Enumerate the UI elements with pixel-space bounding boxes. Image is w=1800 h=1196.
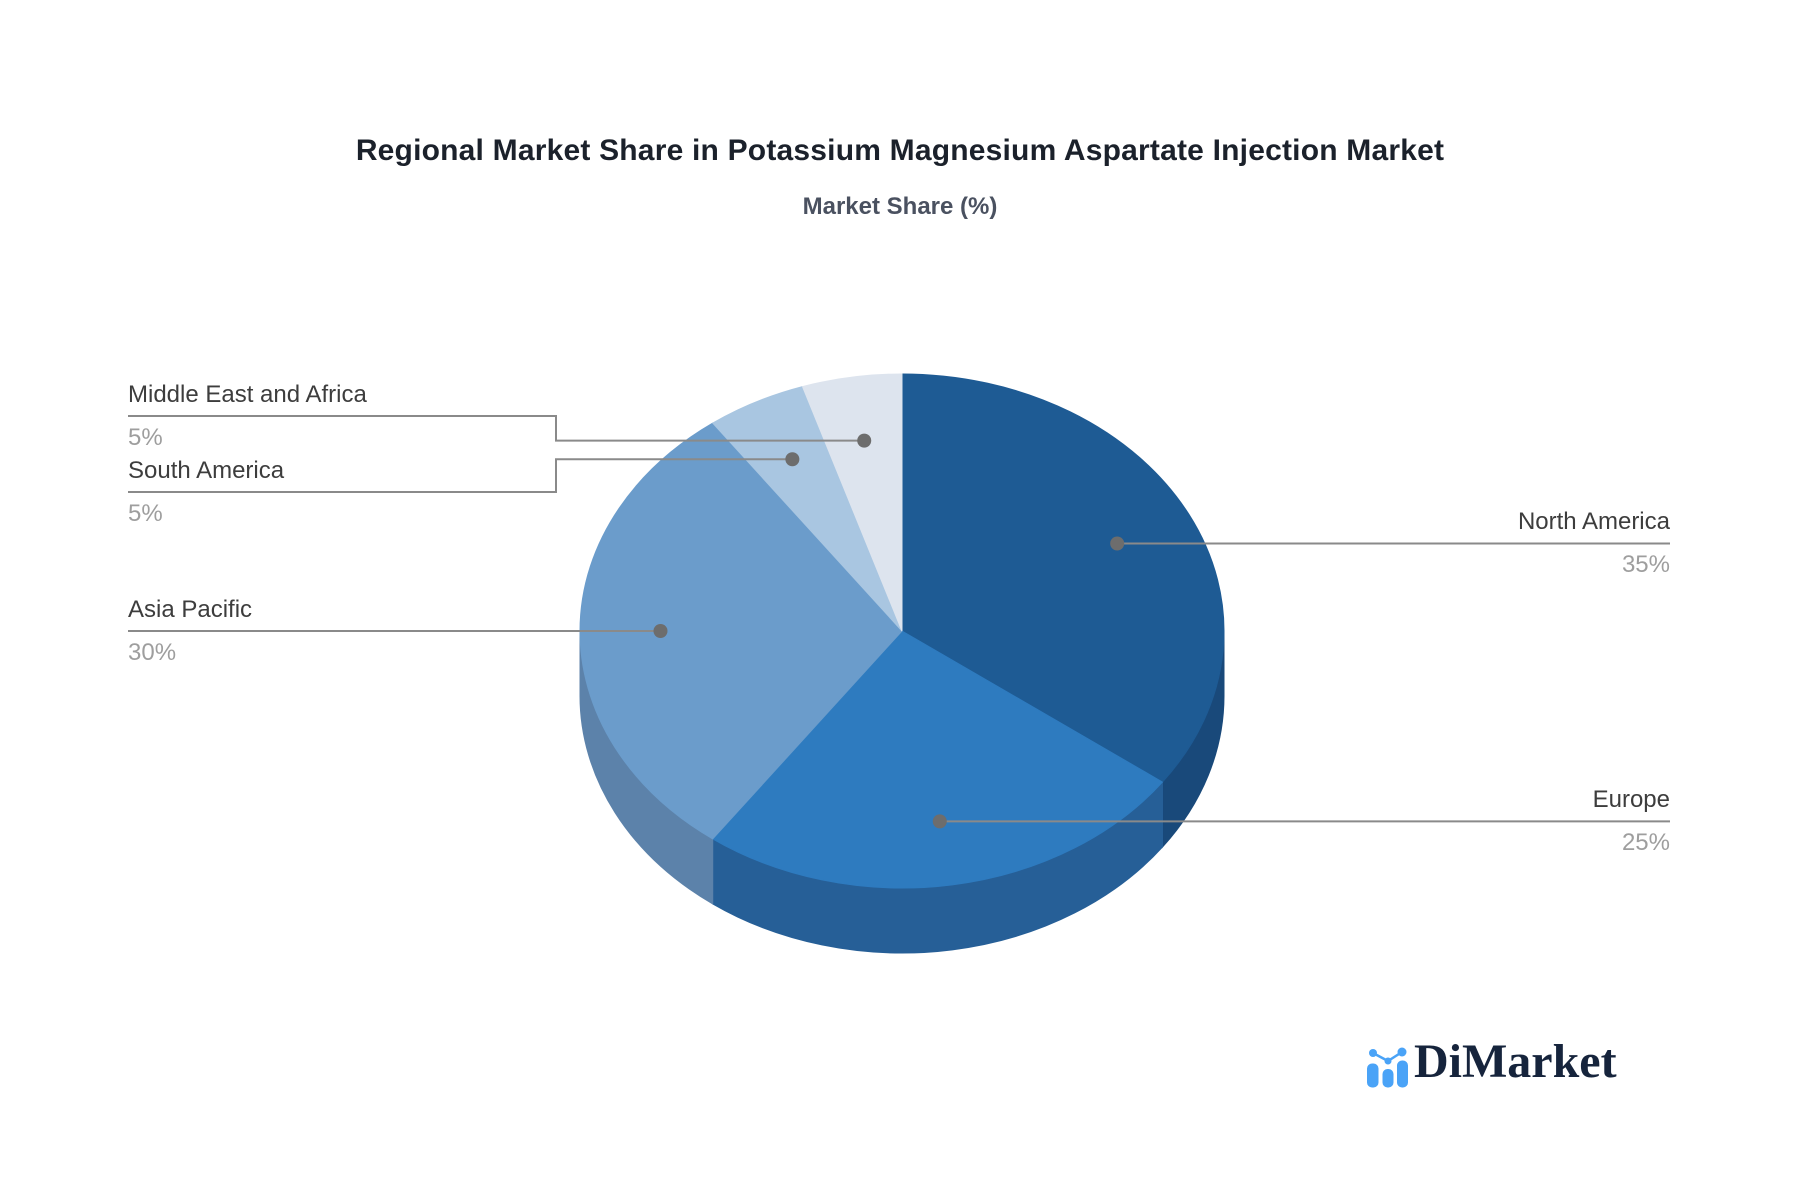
callout-line-middle-east-and-africa	[128, 415, 865, 442]
chart-title: Regional Market Share in Potassium Magne…	[355, 134, 1445, 167]
slice-value-europe: 25%	[1621, 829, 1670, 857]
slice-label-middle-east-and-africa: Middle East and Africa	[128, 381, 367, 408]
slice-label-north-america: North America	[1517, 508, 1670, 536]
slice-value-asia-pacific: 30%	[128, 639, 177, 666]
callout-line-south-america	[128, 458, 793, 493]
pie-slice-middle-east-and-africa[interactable]	[801, 373, 903, 632]
slice-label-south-america: South America	[128, 457, 285, 484]
dimarket-logo: DiMarket	[1360, 1032, 1650, 1102]
slice-value-north-america: 35%	[1621, 551, 1670, 579]
callout-dot-middle-east-and-africa	[857, 433, 872, 448]
callout-dot-europe	[932, 814, 947, 829]
slice-label-asia-pacific: Asia Pacific	[128, 596, 253, 623]
bar-chart-trend-icon	[1367, 1047, 1408, 1088]
logo-text: DiMarket	[1414, 1035, 1617, 1088]
pie-slice-europe[interactable]	[711, 630, 1164, 889]
chart-subtitle: Market Share (%)	[802, 193, 998, 220]
callout-dot-asia-pacific	[653, 624, 668, 638]
slice-label-europe: Europe	[1592, 786, 1670, 814]
slice-value-south-america: 5%	[128, 500, 163, 527]
slice-value-middle-east-and-africa: 5%	[128, 424, 163, 451]
pie-slice-north-america[interactable]	[901, 373, 1225, 783]
callout-dot-south-america	[785, 452, 800, 467]
callout-dot-north-america	[1110, 536, 1125, 551]
